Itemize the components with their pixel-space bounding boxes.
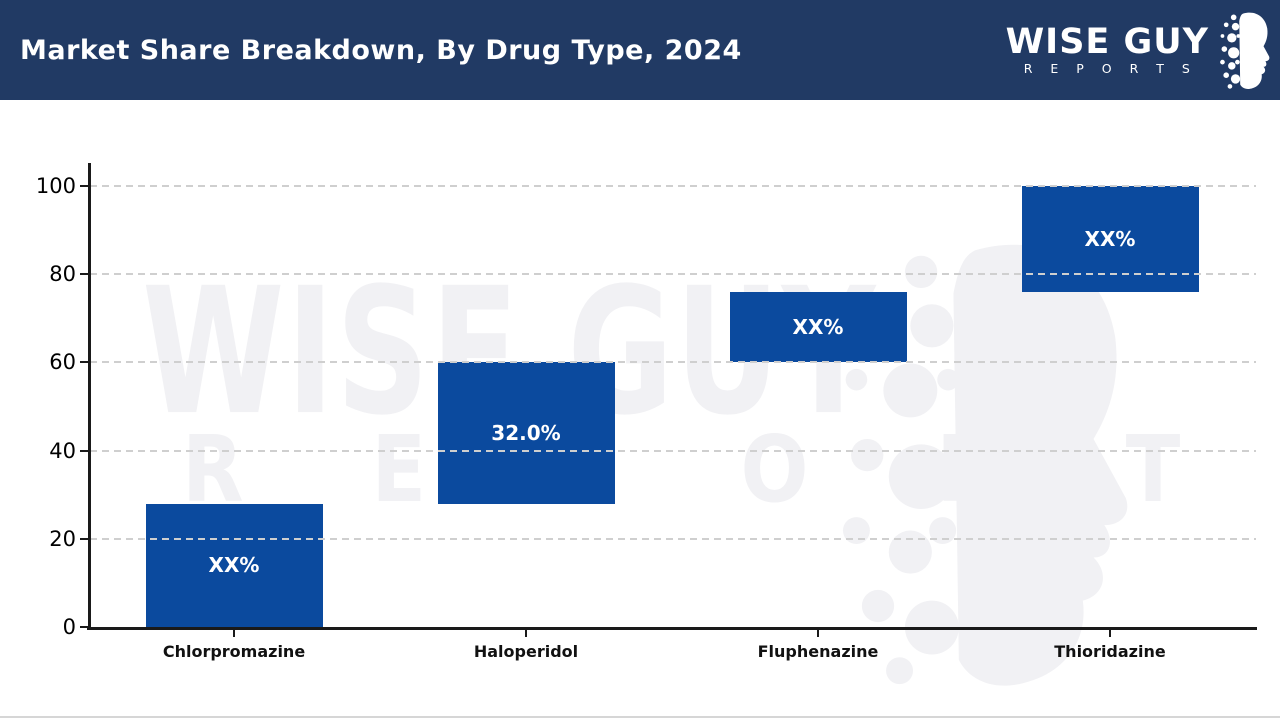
x-category-label: Chlorpromazine <box>162 642 306 661</box>
y-tick-mark-20 <box>80 537 88 540</box>
bar-value-label: XX% <box>1084 226 1136 251</box>
brand-logo-text: WISE GUY R E P O R T S <box>1005 21 1209 76</box>
y-tick-label-100: 100 <box>35 174 76 198</box>
x-tick-mark-0 <box>233 629 235 637</box>
y-tick-mark-40 <box>80 449 88 452</box>
gridline-100 <box>90 185 1256 187</box>
brand-face-icon <box>1220 12 1270 89</box>
y-tick-mark-80 <box>80 273 88 276</box>
chart-area: WISE GUY R E P O R T S XX%32.0%XX%XX% 02… <box>0 100 1280 718</box>
gridline-40 <box>90 449 1256 452</box>
x-category-label: Thioridazine <box>1054 642 1166 661</box>
bottom-border <box>0 716 1280 718</box>
gridline-80 <box>90 273 1256 276</box>
bar-value-label: XX% <box>792 315 844 340</box>
brand-name: WISE GUY <box>1005 21 1209 62</box>
y-tick-label-60: 60 <box>49 350 76 375</box>
x-tick-mark-1 <box>525 629 527 637</box>
y-tick-label-40: 40 <box>49 438 76 463</box>
x-category-label: Fluphenazine <box>757 642 879 661</box>
y-axis-line <box>88 163 91 629</box>
brand-tagline: R E P O R T S <box>1023 60 1197 76</box>
gridline-60 <box>90 361 1256 364</box>
x-axis-line <box>87 627 1257 630</box>
y-tick-label-0: 0 <box>62 615 76 639</box>
y-tick-label-20: 20 <box>49 526 76 551</box>
x-tick-mark-2 <box>817 629 819 637</box>
x-category-label: Haloperidol <box>473 642 579 661</box>
bar-value-label: 32.0% <box>491 420 561 445</box>
bar-fluphenazine: XX% <box>729 291 907 363</box>
brand-logo: WISE GUY R E P O R T S <box>1006 4 1274 96</box>
gridline-20 <box>90 537 1256 540</box>
y-tick-label-80: 80 <box>49 262 76 287</box>
bar-chlorpromazine: XX% <box>145 503 323 627</box>
y-tick-mark-60 <box>80 361 88 364</box>
bar-value-label: XX% <box>208 553 260 578</box>
y-tick-mark-0 <box>80 626 88 628</box>
bar-thioridazine: XX% <box>1021 186 1199 292</box>
header: Market Share Breakdown, By Drug Type, 20… <box>0 0 1280 100</box>
x-tick-mark-3 <box>1109 629 1111 637</box>
y-tick-mark-100 <box>80 185 88 187</box>
chart-title: Market Share Breakdown, By Drug Type, 20… <box>20 34 742 66</box>
bar-haloperidol: 32.0% <box>437 362 615 504</box>
